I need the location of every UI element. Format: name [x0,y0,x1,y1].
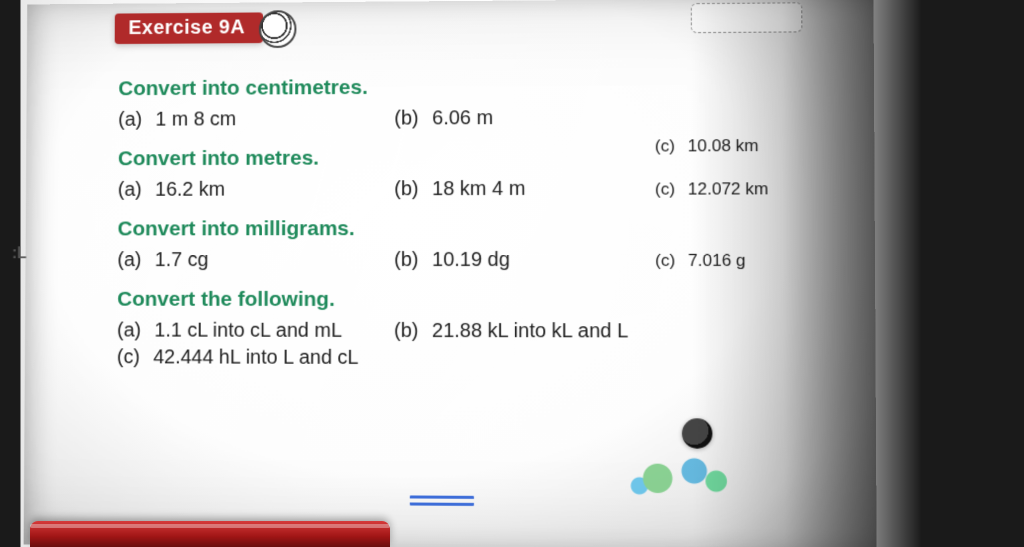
option-text: 1.7 cg [155,249,209,271]
option-a: (a) 1.7 cg [117,249,394,272]
red-pen [30,521,390,547]
option-label: (b) [394,249,418,271]
option-b: (b) 10.19 dg [394,249,655,272]
option-label: (b) [394,320,418,342]
question-row: (a) 16.2 km (b) 18 km 4 m (c) 12.072 km [118,177,814,202]
option-text: 7.016 g [688,251,746,270]
option-text: 18 km 4 m [432,178,525,200]
option-c: (c) 10.08 km [655,136,797,157]
option-b: (b) 21.88 kL into kL and L [394,320,696,344]
option-text: 10.08 km [688,136,759,155]
textbook-page: Exercise 9A Convert into centimetres. (a… [24,0,877,547]
exercise-badge: Exercise 9A [115,12,263,44]
color-splash-decoration [621,450,743,501]
option-text: 21.88 kL into kL and L [432,320,628,342]
option-a: (a) 1.1 cL into cL and mL [117,320,394,343]
option-label: (c) [655,180,675,199]
option-label: (a) [118,179,142,201]
option-b: (b) 6.06 m [394,106,654,130]
section-title-milligrams: Convert into milligrams. [118,216,814,241]
question-row: (c) 42.444 hL into L and cL [117,346,814,371]
question-row: (a) 1.1 cL into cL and mL (b) 21.88 kL i… [117,320,814,344]
option-label: (a) [118,109,142,131]
margin-annotation: :L [12,245,27,263]
question-row: (a) 1 m 8 cm (b) 6.06 m (c) 10.08 km [118,106,813,132]
option-label: (b) [394,178,418,200]
option-text: 1.1 cL into cL and mL [154,320,342,342]
option-b: (b) 18 km 4 m [394,178,655,202]
option-label: (a) [117,249,141,271]
option-text: 12.072 km [688,179,769,198]
question-row: (a) 1.7 cg (b) 10.19 dg (c) 7.016 g [117,249,813,272]
option-a: (a) 16.2 km [118,178,394,201]
option-text: 10.19 dg [432,249,510,271]
option-text: 16.2 km [155,179,225,201]
option-c-secondline: (c) 42.444 hL into L and cL [117,346,454,370]
option-label: (c) [655,251,675,270]
option-text: 6.06 m [432,107,493,129]
option-c: (c) 7.016 g [655,251,797,271]
section-title-centimetres: Convert into centimetres. [118,73,813,101]
option-a: (a) 1 m 8 cm [118,108,394,132]
exercise-label: Exercise 9A [128,17,245,40]
section-title-following: Convert the following. [117,288,814,313]
option-text: 1 m 8 cm [155,108,236,130]
round-sticker-icon [682,418,713,448]
option-label: (c) [117,346,140,368]
option-c: (c) 12.072 km [655,179,797,199]
blue-underline-mark [410,495,474,505]
option-label: (a) [117,320,141,342]
option-text: 42.444 hL into L and cL [153,346,358,368]
option-label: (b) [394,108,418,130]
option-label: (c) [655,136,675,155]
corner-box [691,2,803,33]
